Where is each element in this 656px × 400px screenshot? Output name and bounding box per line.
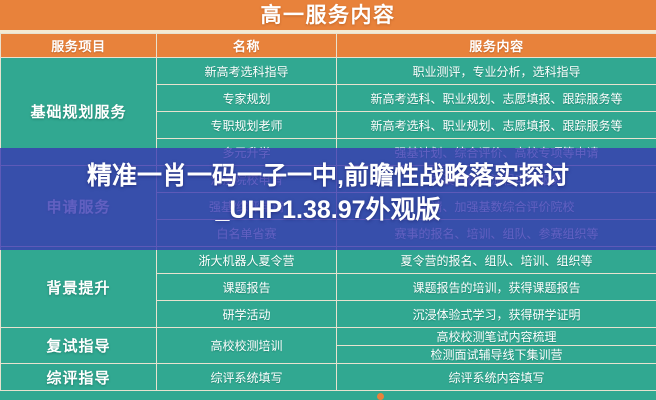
table-header: 服务项目 名称 服务内容: [0, 33, 656, 58]
row-content: 课题报告的培训，获得课题报告: [336, 273, 656, 301]
row-content-line: 高校校测笔试内容梳理: [337, 328, 656, 346]
row-content: 强基计划、综合评价、高校专项等申请: [336, 138, 656, 166]
row-name: 强基/综评申请: [156, 192, 337, 220]
table-row: 申请服务 港澳院校申请 港澳院校全流程申请服务: [0, 165, 656, 247]
row-name: 课题报告: [156, 273, 337, 301]
row-name: 多元升学: [156, 138, 337, 166]
row-name: 港澳院校申请: [156, 165, 337, 193]
table-row: 背景提升 浙大机器人夏令营 夏令营的报名、组队、培训、组织等: [0, 246, 656, 328]
row-name: 白名单省赛: [156, 219, 337, 247]
table-body: 基础规划服务 新高考选科指导 职业测评，专业分析，选科指导 专家规划 新高考选科…: [0, 57, 656, 391]
table-row: 综评指导 综评系统填写 综评系统内容填写: [0, 363, 656, 391]
row-name: 高校校测培训: [156, 327, 337, 364]
row-content: 赛事的报名、培训、组队、参赛组织等: [336, 219, 656, 247]
table-header-row: 服务项目 名称 服务内容: [0, 33, 656, 58]
table-row: 复试指导 高校校测培训 高校校测笔试内容梳理 检测面试辅导线下集训营: [0, 327, 656, 364]
service-content-table: 服务项目 名称 服务内容 基础规划服务 新高考选科指导 职业测评，专业分析，选科…: [0, 33, 656, 391]
title-divider-rule: [0, 30, 656, 33]
table-row: 基础规划服务 新高考选科指导 职业测评，专业分析，选科指导: [0, 57, 656, 166]
table-row: 研学活动 沉浸体验式学习，获得研学证明: [1, 300, 656, 328]
page-title: 高一服务内容: [260, 3, 396, 27]
row-content: 夏令营的报名、组队、培训、组织等: [336, 246, 656, 274]
group-label-basic-planning: 基础规划服务: [0, 57, 157, 166]
row-content: 沉浸体验式学习，获得研学证明: [336, 300, 656, 328]
group-label-retest-guidance: 复试指导: [0, 327, 157, 364]
group-label-application-service: 申请服务: [0, 165, 157, 247]
table-row: 专职规划老师 新高考选科、职业规划、志愿填报、跟踪服务等: [1, 111, 656, 139]
row-content: 新高考选科、职业规划、志愿填报、跟踪服务等: [336, 84, 656, 112]
row-name: 新高考选科指导: [156, 57, 337, 85]
row-name: 专职规划老师: [156, 111, 337, 139]
row-name: 综评系统填写: [156, 363, 337, 391]
page-title-banner: 高一服务内容: [0, 0, 656, 30]
row-name: 专家规划: [156, 84, 337, 112]
row-content-split: 高校校测笔试内容梳理 检测面试辅导线下集训营: [336, 327, 656, 364]
orange-dot-marker: [377, 393, 384, 400]
row-content: 职业测评，专业分析，选科指导: [336, 57, 656, 85]
row-name: 研学活动: [156, 300, 337, 328]
row-content-line: 检测面试辅导线下集训营: [337, 345, 656, 363]
column-header-service-item: 服务项目: [0, 33, 157, 58]
table-row: 专家规划 新高考选科、职业规划、志愿填报、跟踪服务等: [1, 84, 656, 112]
group-label-background-enhancement: 背景提升: [0, 246, 157, 328]
row-content: 港澳院校全流程申请服务: [336, 165, 656, 193]
row-content: 综评系统内容填写: [336, 363, 656, 391]
column-header-service-content: 服务内容: [336, 33, 656, 58]
row-content: 新高考选科、职业规划、志愿填报、跟踪服务等: [336, 111, 656, 139]
column-header-name: 名称: [156, 33, 337, 58]
group-label-comprehensive-evaluation: 综评指导: [0, 363, 157, 391]
row-content: 申请、加强基数综合评价院校: [336, 192, 656, 220]
row-name: 浙大机器人夏令营: [156, 246, 337, 274]
